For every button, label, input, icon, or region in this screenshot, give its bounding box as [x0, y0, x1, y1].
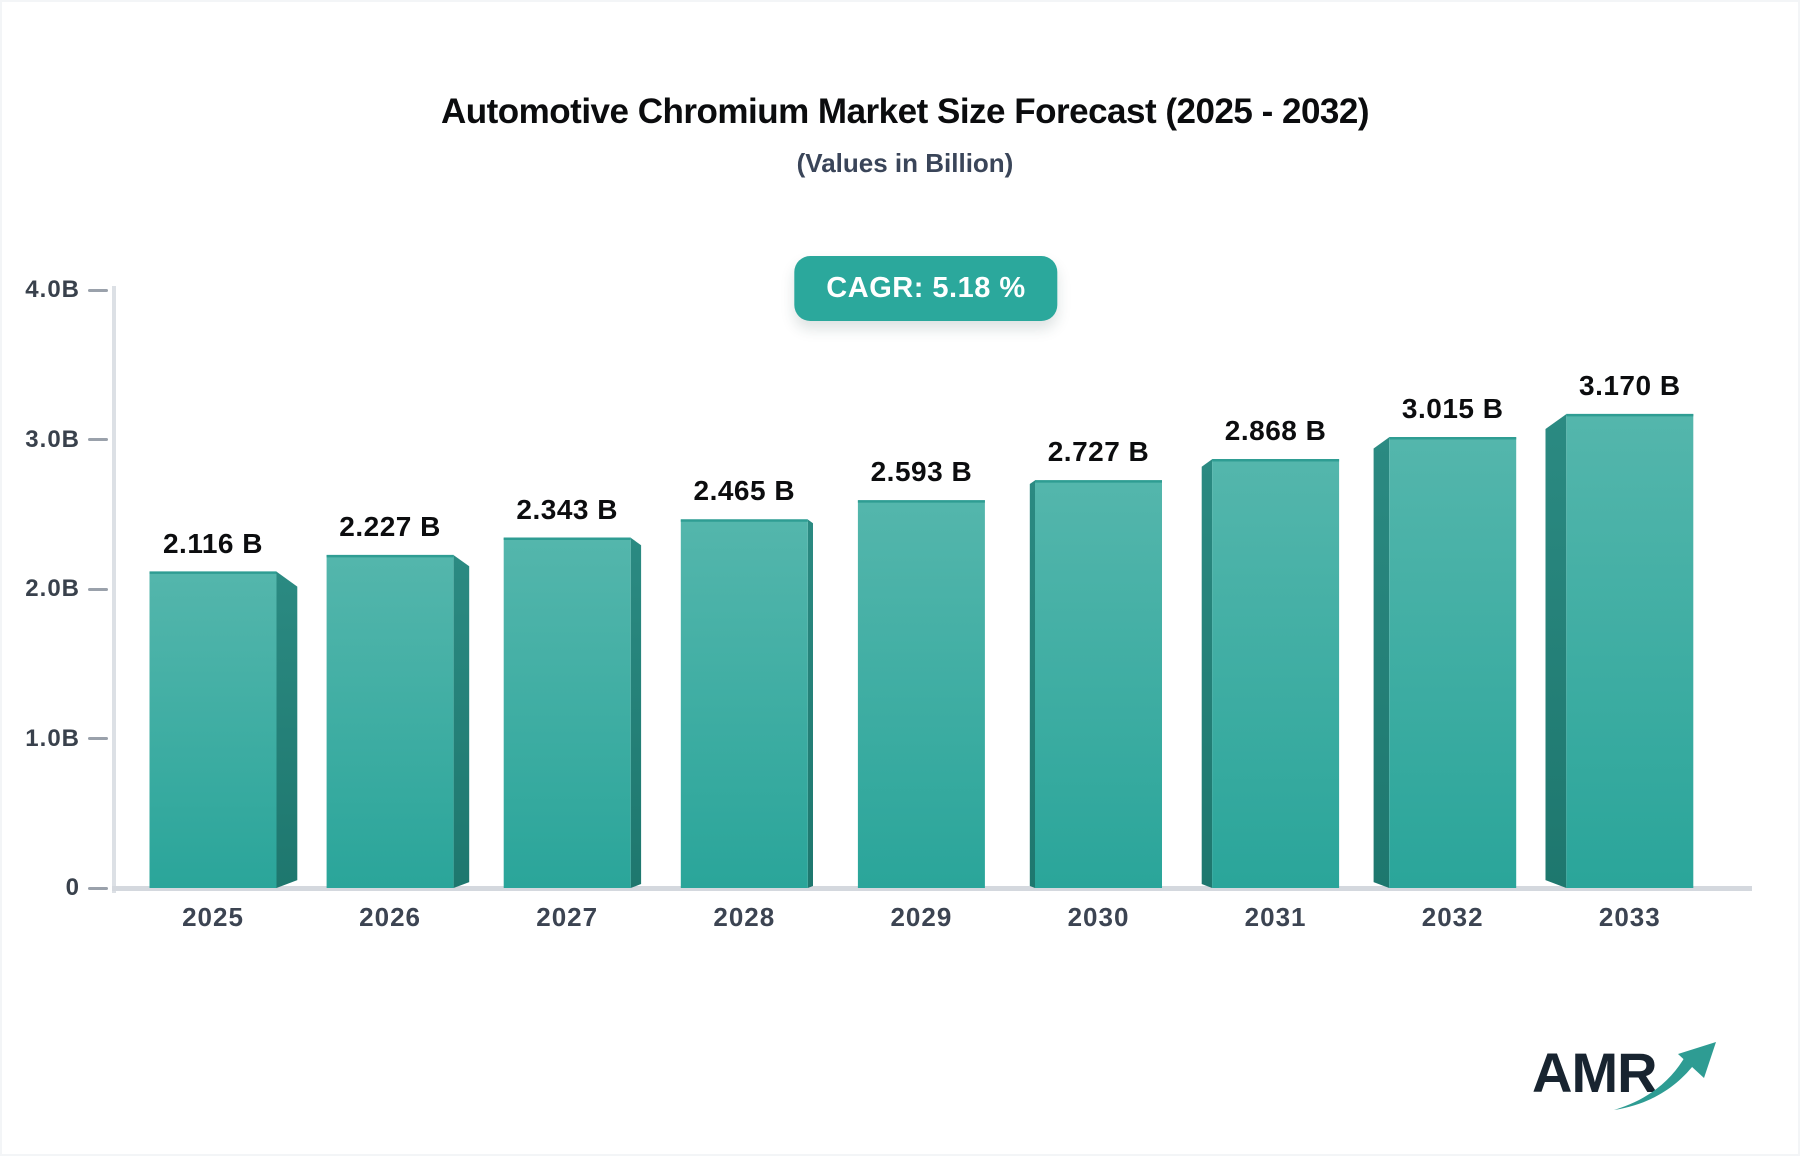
bar-side-face [1029, 480, 1035, 888]
bar-2033 [1566, 414, 1694, 888]
bar-value-label: 2.343 B [516, 493, 618, 525]
chart-title: Automotive Chromium Market Size Forecast… [440, 92, 1370, 131]
bar-value-label: 2.727 B [1047, 436, 1150, 468]
y-axis-tick-mark [88, 288, 108, 292]
x-axis-label-2031: 2031 [1244, 902, 1307, 932]
x-axis-label-2025: 2025 [182, 902, 244, 932]
bar-side-face [453, 555, 470, 888]
x-axis-label-2028: 2028 [713, 902, 776, 932]
x-axis-label-2026: 2026 [359, 902, 422, 932]
bar-value-label: 2.593 B [870, 456, 973, 488]
bar-2032 [1389, 437, 1517, 888]
bar-value-label: 3.015 B [1401, 393, 1504, 425]
bar-value-label: 3.170 B [1579, 370, 1681, 402]
x-axis-label-2033: 2033 [1598, 902, 1661, 932]
x-axis-label-2030: 2030 [1067, 902, 1130, 932]
cagr-badge: CAGR: 5.18 % [794, 256, 1058, 321]
y-axis-tick-label: 1.0B [25, 724, 80, 752]
bar-2028 [680, 519, 808, 888]
amr-logo-text: AMR [1532, 1041, 1658, 1104]
x-axis-label-2032: 2032 [1421, 902, 1484, 932]
growth-arrow-icon [1614, 1042, 1716, 1110]
bar-side-face [630, 537, 642, 888]
bar-2025 [149, 571, 277, 888]
x-axis-label-2029: 2029 [890, 902, 953, 932]
bar-2026 [326, 555, 454, 888]
bar-side-face [1201, 459, 1213, 888]
chart-subtitle: (Values in Billion) [796, 148, 1014, 178]
amr-logo: AMR [1532, 1034, 1722, 1120]
bar-side-face [276, 571, 298, 888]
y-axis-line [112, 286, 116, 893]
y-axis-tick-mark [88, 886, 108, 890]
bar-value-label: 2.868 B [1224, 415, 1327, 447]
bar-2029 [857, 500, 985, 888]
bar-side-face [1373, 437, 1390, 888]
y-axis-tick-mark [88, 587, 108, 591]
bar-value-label: 2.465 B [693, 475, 796, 507]
bar-2030 [1035, 480, 1162, 888]
bar-side-face [807, 519, 813, 888]
bar-side-face [1545, 414, 1567, 888]
bar-2031 [1212, 459, 1340, 888]
y-axis-tick-mark [88, 737, 108, 740]
x-axis-label-2027: 2027 [536, 902, 599, 932]
y-axis-tick-mark [88, 438, 108, 441]
x-axis-line [112, 886, 1752, 891]
y-axis-tick-label: 4.0B [25, 276, 80, 303]
y-axis-tick-label: 2.0B [25, 575, 80, 602]
bar-2027 [503, 537, 631, 888]
y-axis-tick-label: 3.0B [25, 425, 80, 453]
bar-value-label: 2.227 B [339, 511, 441, 543]
bar-value-label: 2.116 B [162, 527, 264, 559]
y-axis-tick-label: 0 [65, 874, 80, 901]
